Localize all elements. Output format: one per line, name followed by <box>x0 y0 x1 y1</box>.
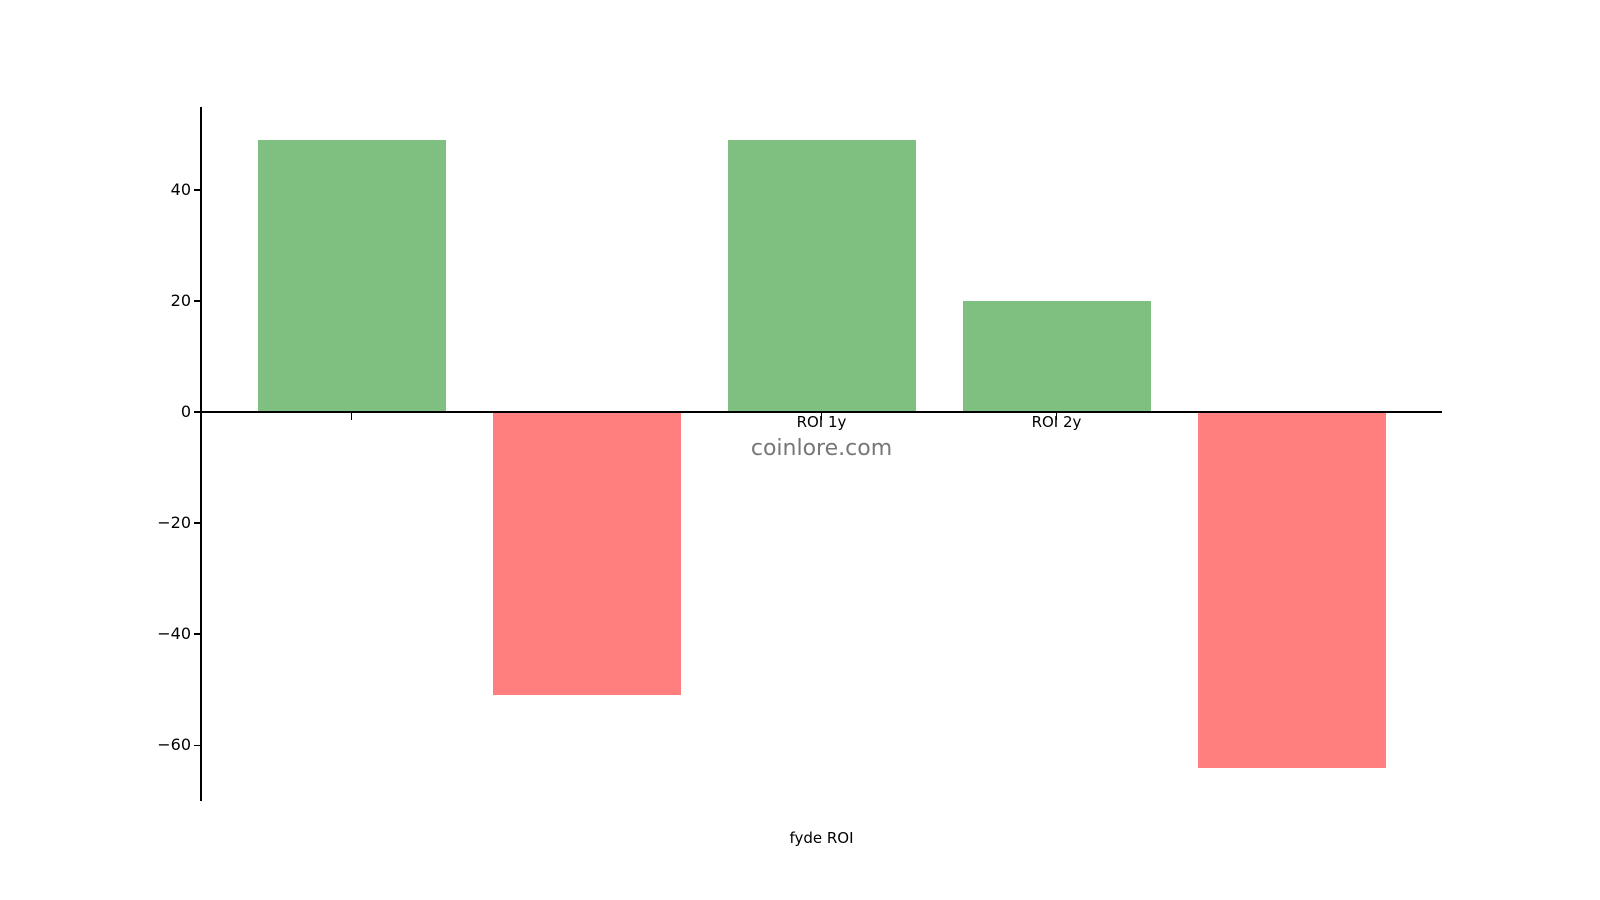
bar-positive <box>257 139 446 412</box>
x-tick-mark <box>820 412 823 420</box>
bar-positive <box>962 300 1151 412</box>
y-tick-mark <box>194 411 201 413</box>
y-tick-mark <box>194 188 201 191</box>
y-tick-label: −60 <box>157 735 191 755</box>
watermark-text: coinlore.com <box>750 436 893 461</box>
y-tick-label: −20 <box>157 513 191 533</box>
x-tick-label: ROI 1y <box>796 413 847 431</box>
x-tick-label: ROI 2y <box>1031 413 1082 431</box>
y-tick-label: −40 <box>157 624 191 644</box>
y-tick-mark <box>194 522 201 524</box>
y-tick-mark <box>194 300 201 302</box>
x-axis-zero-line <box>201 411 1442 413</box>
bar-negative <box>1197 412 1386 768</box>
x-tick-mark <box>350 412 353 420</box>
y-tick-mark <box>194 744 201 747</box>
bar-positive <box>727 139 916 412</box>
bar-negative <box>492 412 681 696</box>
y-tick-label: 40 <box>170 179 191 199</box>
x-tick-mark <box>1055 412 1058 420</box>
x-axis-title: fyde ROI <box>789 829 854 847</box>
y-tick-mark <box>194 633 201 636</box>
y-tick-label: 20 <box>170 290 191 310</box>
y-tick-label: 0 <box>180 402 191 421</box>
y-axis-spine <box>200 107 202 801</box>
